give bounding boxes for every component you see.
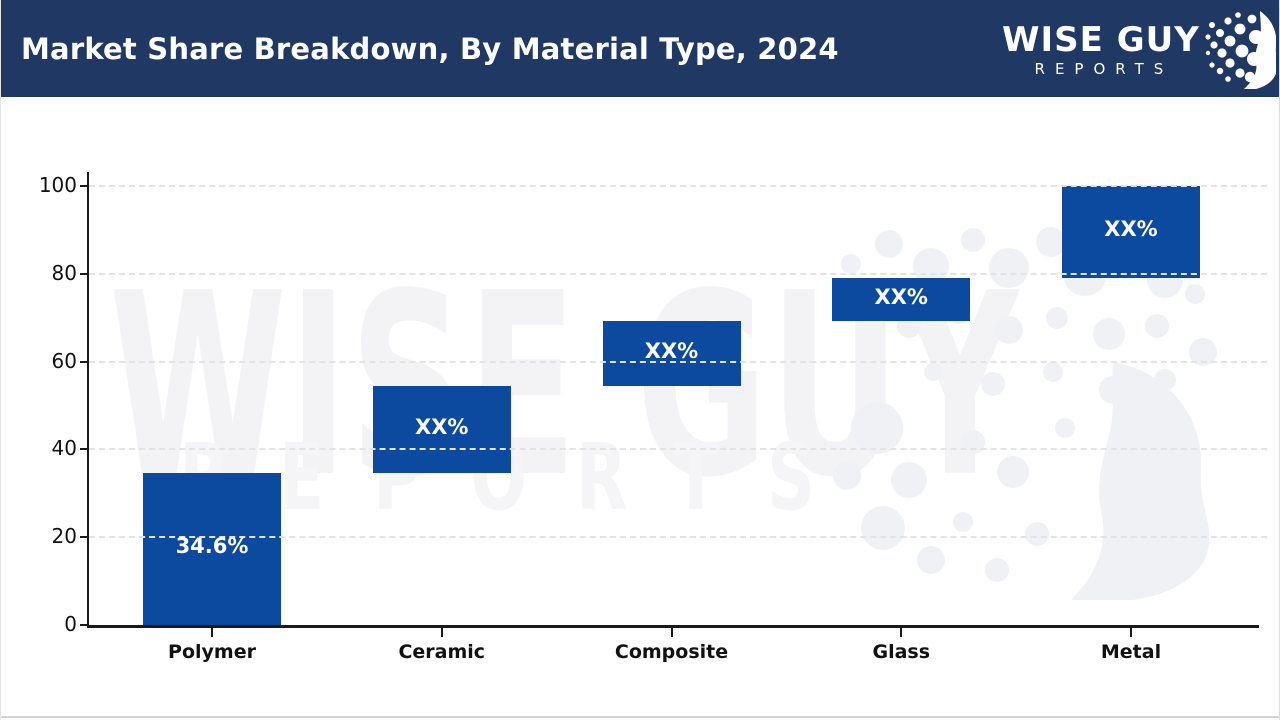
header-bar: Market Share Breakdown, By Material Type… <box>1 0 1279 97</box>
category-label-metal: Metal <box>1100 641 1162 663</box>
category-label-polymer: Polymer <box>168 641 256 663</box>
bar-label-metal: XX% <box>1104 217 1158 242</box>
y-tick-80 <box>80 272 89 275</box>
logo-reports-label: REPORTS <box>1034 60 1174 78</box>
x-axis-line <box>87 625 1259 628</box>
wise-guy-reports-logo: WISE GUY REPORTS <box>1002 6 1276 94</box>
bar-glass <box>832 278 971 322</box>
y-tick-label-80: 80 <box>51 260 77 285</box>
y-tick-label-20: 20 <box>51 524 77 549</box>
y-tick-label-60: 60 <box>51 348 77 373</box>
y-tick-0 <box>80 624 89 626</box>
y-axis-line <box>87 172 89 627</box>
x-tick-glass <box>900 628 903 637</box>
x-tick-metal <box>1130 628 1132 637</box>
bar-label-glass: XX% <box>874 284 928 309</box>
waterfall-chart: 0 20 40 60 80 100 34.6% Polymer XX% Ceramic XX% Com… <box>1 97 1279 687</box>
y-tick-label-40: 40 <box>51 436 77 461</box>
category-label-glass: Glass <box>872 641 931 663</box>
watermark-head-dots-icon <box>833 227 1217 600</box>
y-tick-40 <box>80 448 89 451</box>
y-tick-60 <box>80 360 89 363</box>
footer-divider <box>1 716 1279 718</box>
category-label-ceramic: Ceramic <box>398 641 486 663</box>
bar-label-polymer: 34.6% <box>175 534 249 559</box>
bar-ceramic <box>372 386 511 474</box>
bar-label-composite: XX% <box>644 338 699 363</box>
y-tick-label-100: 100 <box>38 173 77 197</box>
y-tick-20 <box>80 536 89 539</box>
bar-composite <box>602 321 741 387</box>
gridline-20 <box>89 536 1267 539</box>
gridline-40 <box>89 448 1267 451</box>
x-tick-polymer <box>211 628 213 637</box>
y-tick-label-0: 0 <box>64 612 77 636</box>
logo-text: WISE GUY REPORTS <box>1002 22 1200 78</box>
x-tick-ceramic <box>440 628 443 637</box>
gridline-80 <box>89 272 1267 275</box>
logo-head-dots-icon <box>1205 11 1276 89</box>
x-tick-composite <box>670 628 673 637</box>
bar-polymer <box>143 473 281 625</box>
logo-wiseguy-label: WISE GUY <box>1002 20 1200 60</box>
page-title: Market Share Breakdown, By Material Type… <box>21 31 839 66</box>
gridline-100 <box>89 185 1267 187</box>
y-tick-100 <box>80 185 89 187</box>
category-label-composite: Composite <box>614 641 729 663</box>
bar-label-ceramic: XX% <box>415 414 469 439</box>
bar-metal <box>1062 186 1200 279</box>
gridline-60 <box>89 360 1267 363</box>
